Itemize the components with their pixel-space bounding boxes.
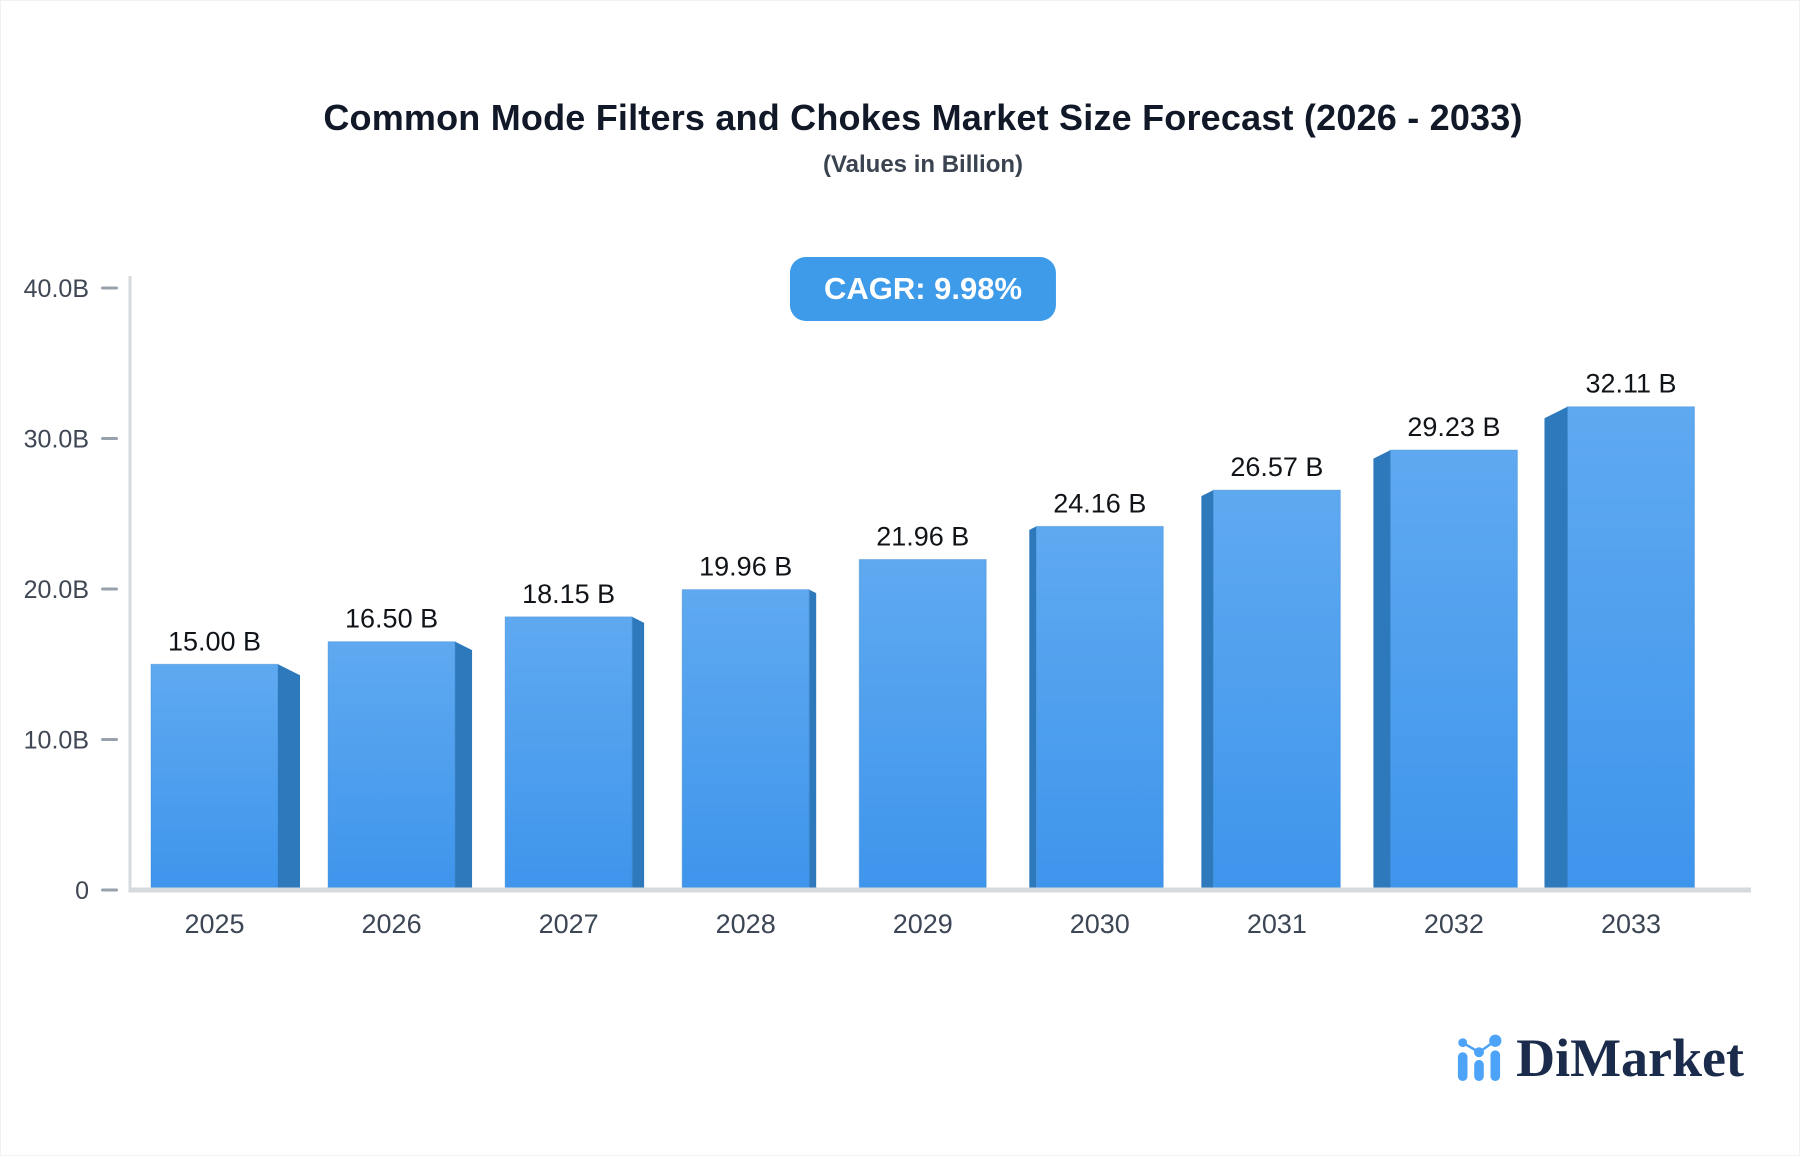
x-tick-label-2026: 2026 [362,909,422,939]
bar-value-label-2025: 15.00 B [168,626,261,656]
x-axis-baseline [128,887,1751,893]
cagr-badge: CAGR: 9.98% [789,257,1057,321]
y-axis-line [128,276,132,892]
bar-2026 [327,641,456,891]
bar-2028 [681,589,810,891]
bar-side-2027 [632,616,645,890]
page-title: Common Mode Filters and Chokes Market Si… [323,97,1523,138]
bar-2031 [1212,489,1341,891]
x-tick-label-2030: 2030 [1070,909,1130,939]
y-tick-mark-20.0B [101,587,118,591]
x-tick-label-2027: 2027 [539,909,599,939]
y-tick-mark-0 [101,888,118,892]
bar-value-label-2033: 32.11 B [1585,369,1676,399]
bar-2032 [1389,449,1518,891]
y-tick-label-10.0B: 10.0B [24,727,89,755]
bar-side-2028 [809,589,817,890]
y-tick-mark-30.0B [101,437,118,440]
bar-2025 [150,663,279,891]
x-tick-label-2029: 2029 [893,909,953,939]
x-tick-label-2028: 2028 [716,909,776,939]
y-tick-label-40.0B: 40.0B [24,275,89,303]
bar-side-2030 [1029,526,1037,890]
bar-value-label-2026: 16.50 B [345,604,438,634]
x-tick-label-2032: 2032 [1424,909,1484,939]
bar-side-2031 [1201,490,1214,890]
y-tick-label-0: 0 [75,877,89,905]
x-tick-label-2031: 2031 [1247,909,1307,939]
y-tick-label-20.0B: 20.0B [24,576,89,604]
bar-2029 [858,559,987,891]
bar-side-2033 [1544,406,1568,890]
bar-value-label-2031: 26.57 B [1230,452,1323,482]
y-tick-label-30.0B: 30.0B [24,426,89,454]
y-tick-mark-40.0B [101,286,118,290]
bar-side-2025 [278,664,300,890]
bar-value-label-2030: 24.16 B [1053,488,1146,518]
bar-value-label-2032: 29.23 B [1407,412,1500,442]
x-tick-label-2033: 2033 [1601,909,1661,939]
brand-logo-text: DiMarket [1516,1028,1744,1088]
bar-2027 [504,616,633,891]
x-tick-label-2025: 2025 [184,909,244,939]
bar-value-label-2028: 19.96 B [699,552,792,582]
bar-value-label-2027: 18.15 B [522,579,615,609]
page-subtitle: (Values in Billion) [822,151,1024,178]
mini-bar-chart-icon [1457,1034,1502,1081]
bar-2033 [1566,406,1695,891]
brand-logo: DiMarket [1456,1031,1744,1085]
bar-2030 [1035,525,1164,891]
bar-side-2026 [455,641,473,890]
y-tick-mark-10.0B [101,738,118,741]
bar-side-2032 [1373,450,1391,890]
bar-value-label-2029: 21.96 B [876,522,969,552]
